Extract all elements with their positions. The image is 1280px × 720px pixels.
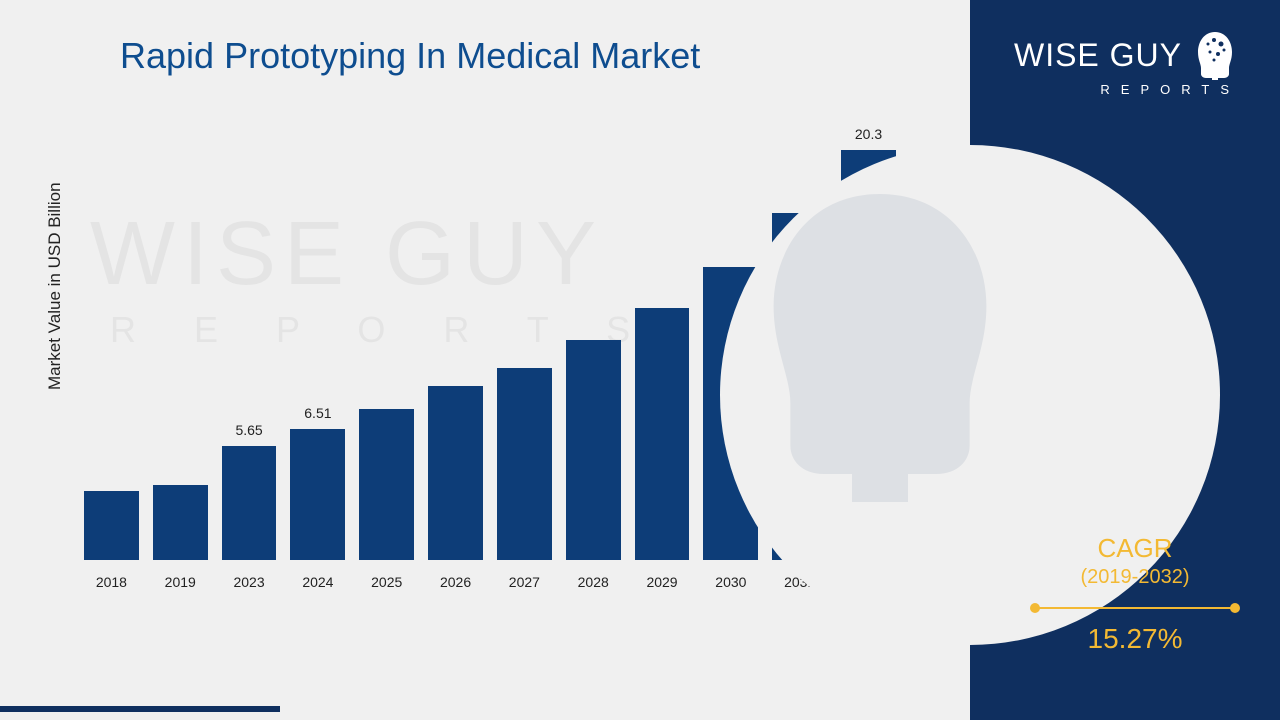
bar-2023: 5.65 [222, 446, 277, 560]
x-tick-label: 2029 [635, 574, 690, 590]
bar-value-label: 20.3 [855, 126, 882, 142]
cagr-divider [1035, 607, 1235, 609]
x-tick-label: 2026 [428, 574, 483, 590]
bar-2027 [497, 368, 552, 560]
bar-rect [635, 308, 690, 560]
brand-logo: WISE GUY REPORTS [1014, 30, 1240, 97]
bar-rect [566, 340, 621, 560]
bar-2019 [153, 485, 208, 560]
bar-value-label: 5.65 [235, 422, 262, 438]
x-tick-label: 2019 [153, 574, 208, 590]
x-tick-label: 2027 [497, 574, 552, 590]
cagr-title: CAGR [1035, 533, 1235, 564]
logo-head-icon [1190, 30, 1240, 80]
cagr-years: (2019-2032) [1035, 566, 1235, 589]
logo-main-row: WISE GUY [1014, 30, 1240, 80]
x-tick-label: 2018 [84, 574, 139, 590]
bar-value-label: 6.51 [304, 405, 331, 421]
logo-text: WISE GUY [1014, 37, 1182, 74]
bar-2018 [84, 491, 139, 560]
bar-2026 [428, 386, 483, 560]
bar-2025 [359, 409, 414, 560]
bar-rect [222, 446, 277, 560]
bar-rect [359, 409, 414, 560]
x-tick-label: 2024 [290, 574, 345, 590]
bar-rect [290, 429, 345, 560]
x-tick-label: 2023 [222, 574, 277, 590]
bar-rect [428, 386, 483, 560]
cagr-block: CAGR (2019-2032) 15.27% [1035, 533, 1235, 655]
bar-2029 [635, 308, 690, 560]
x-tick-label: 2025 [359, 574, 414, 590]
bar-rect [153, 485, 208, 560]
x-axis-labels: 2018 2019 2023 2024 2025 2026 2027 2028 2029 2030… [80, 574, 900, 590]
logo-subtext: REPORTS [1014, 82, 1240, 97]
bar-2028 [566, 340, 621, 560]
bar-rect [497, 368, 552, 560]
x-tick-label: 2028 [566, 574, 621, 590]
bottom-accent-line [0, 706, 280, 712]
cagr-value: 15.27% [1035, 623, 1235, 655]
x-tick-label: 2030 [703, 574, 758, 590]
bar-rect [84, 491, 139, 560]
chart-title: Rapid Prototyping In Medical Market [120, 35, 700, 77]
bar-2024: 6.51 [290, 429, 345, 560]
y-axis-label: Market Value in USD Billion [45, 182, 65, 390]
